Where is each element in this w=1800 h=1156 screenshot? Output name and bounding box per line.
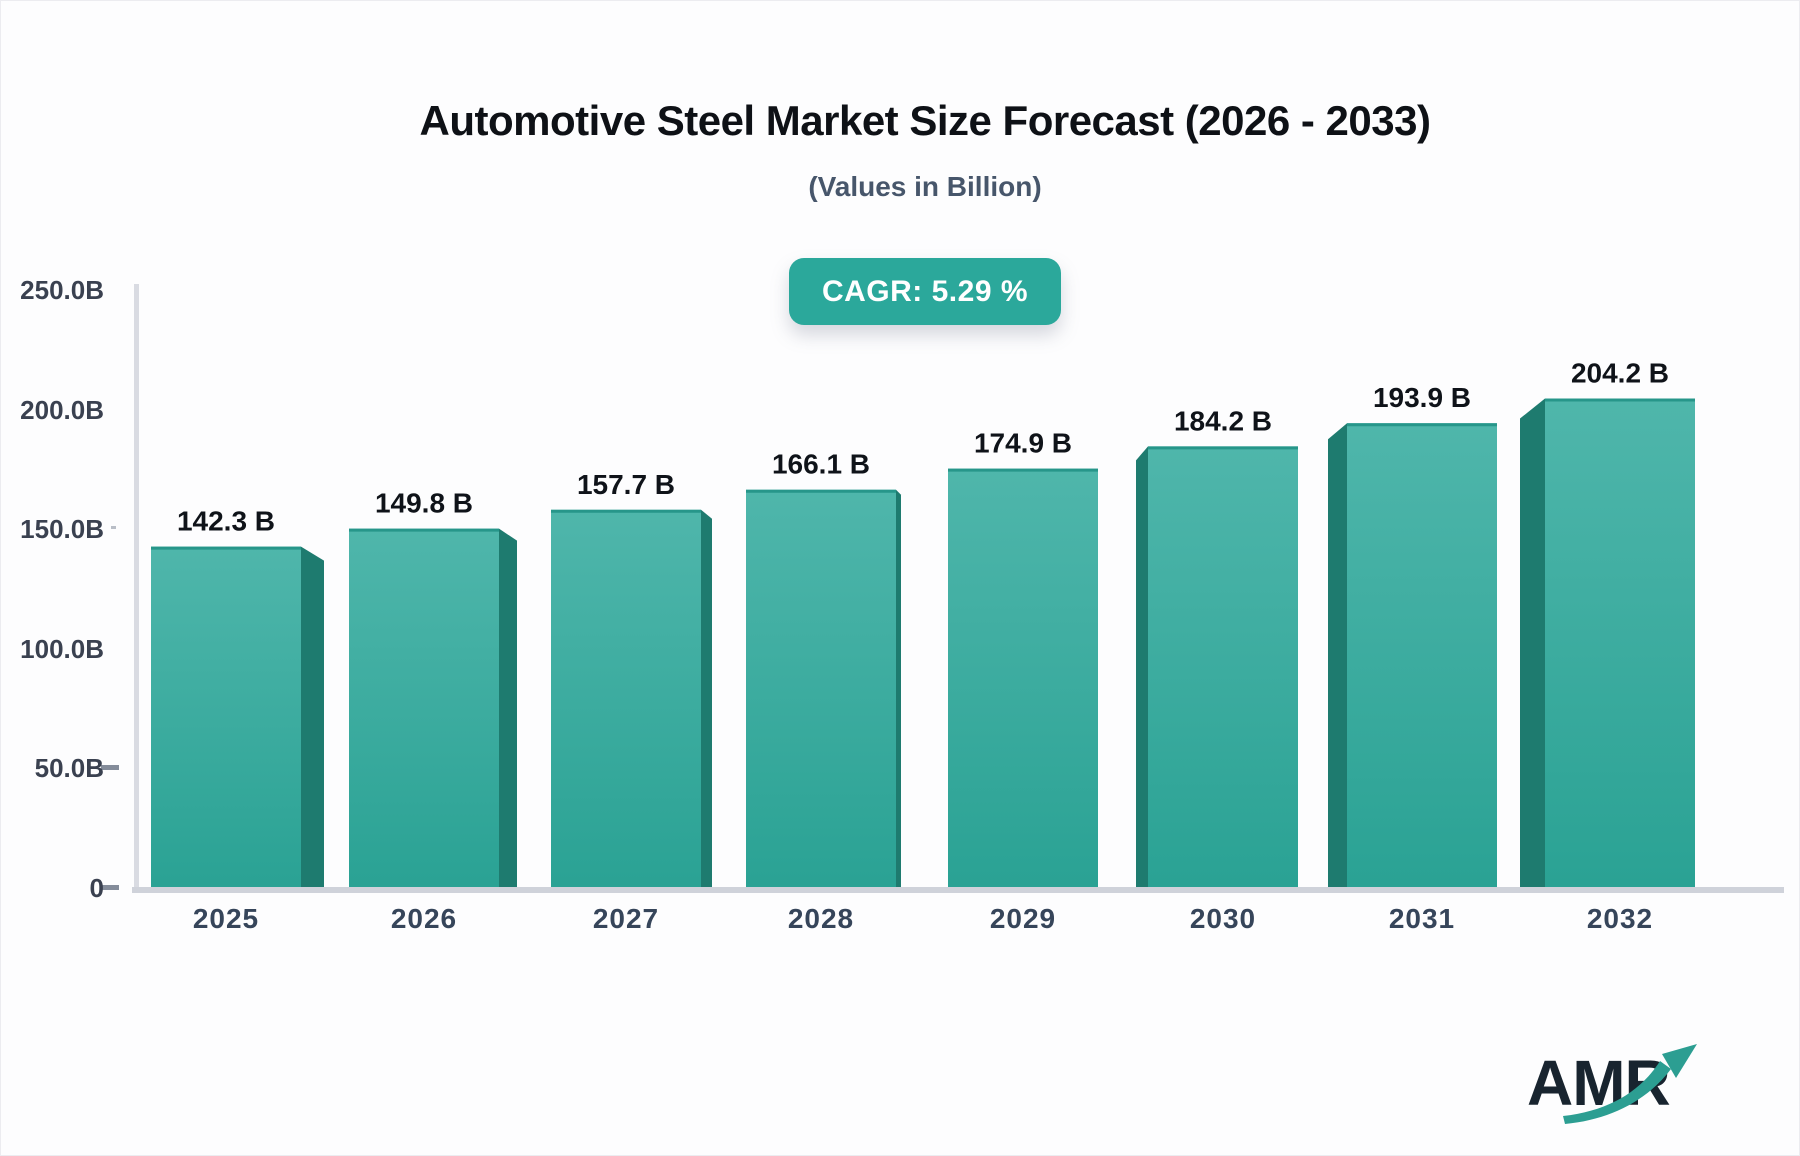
bar-2032 xyxy=(1520,398,1695,887)
bar-value-label: 193.9 B xyxy=(1373,382,1471,413)
x-tick-label: 2030 xyxy=(1190,903,1256,934)
y-axis-line xyxy=(134,284,139,893)
bar-face xyxy=(551,509,701,887)
bar-face xyxy=(746,489,896,887)
cagr-badge-label: CAGR: 5.29 % xyxy=(821,274,1029,308)
y-axis-tick-0 xyxy=(101,885,119,890)
x-axis-labels: 2025 2026 2027 2028 2029 2030 2031 2032 xyxy=(193,903,1653,934)
bar-face xyxy=(1148,446,1298,887)
y-tick-label: 0 xyxy=(90,873,104,903)
bar-side-facet xyxy=(896,489,901,887)
x-axis-line xyxy=(132,887,1784,893)
value-labels: 142.3 B 149.8 B 157.7 B 166.1 B 174.9 B 184.2… xyxy=(177,358,1669,537)
x-tick-label: 2029 xyxy=(990,903,1056,934)
x-tick-label: 2026 xyxy=(391,903,457,934)
x-tick-label: 2032 xyxy=(1587,903,1653,934)
y-axis-labels: 250.0B 200.0B 150.0B 100.0B 50.0B 0 xyxy=(20,275,104,903)
bar-side-facet xyxy=(1136,446,1148,887)
bar-face xyxy=(349,528,499,887)
chart-title: Automotive Steel Market Size Forecast (2… xyxy=(419,97,1431,144)
y-tick-label: 100.0B xyxy=(20,634,104,664)
bar-2031 xyxy=(1328,423,1497,887)
bar-value-label: 174.9 B xyxy=(974,428,1072,459)
bar-face xyxy=(1347,423,1497,887)
x-tick-label: 2031 xyxy=(1389,903,1455,934)
bar-side-facet xyxy=(701,509,712,887)
bar-side-facet xyxy=(1520,398,1545,887)
bar-value-label: 157.7 B xyxy=(577,469,675,500)
x-tick-label: 2027 xyxy=(593,903,659,934)
bar-value-label: 184.2 B xyxy=(1174,405,1272,436)
bar-2026 xyxy=(349,528,517,887)
bar-value-label: 204.2 B xyxy=(1571,358,1669,389)
amr-logo: AMR xyxy=(1527,1044,1697,1124)
x-tick-label: 2025 xyxy=(193,903,259,934)
bar-2030 xyxy=(1136,446,1298,887)
bar-face xyxy=(948,468,1098,887)
x-tick-label: 2028 xyxy=(788,903,854,934)
bar-value-label: 142.3 B xyxy=(177,506,275,537)
y-tick-label: 200.0B xyxy=(20,395,104,425)
bar-face xyxy=(1545,398,1695,887)
bar-side-facet xyxy=(301,546,324,887)
y-tick-label: 250.0B xyxy=(20,275,104,305)
y-tick-label: 50.0B xyxy=(35,753,104,783)
bar-value-label: 149.8 B xyxy=(375,488,473,519)
bar-2029 xyxy=(948,468,1098,887)
bar-side-facet xyxy=(499,528,517,887)
amr-logo-arrow-swoosh xyxy=(1563,1061,1671,1124)
y-tick-label: 150.0B xyxy=(20,514,104,544)
bar-side-facet xyxy=(1328,423,1347,887)
bar-value-label: 166.1 B xyxy=(772,449,870,480)
y-axis-tick-50 xyxy=(101,765,119,770)
cagr-badge: CAGR: 5.29 % xyxy=(789,258,1061,325)
bar-2027 xyxy=(551,509,712,887)
chart-subtitle: (Values in Billion) xyxy=(808,171,1042,202)
bar-face xyxy=(151,546,301,887)
bar-2025 xyxy=(151,546,324,887)
bars-layer xyxy=(151,398,1695,887)
bar-2028 xyxy=(746,489,901,887)
y-axis-tick-150 xyxy=(111,526,116,529)
amr-logo-arrow-head xyxy=(1662,1044,1697,1078)
